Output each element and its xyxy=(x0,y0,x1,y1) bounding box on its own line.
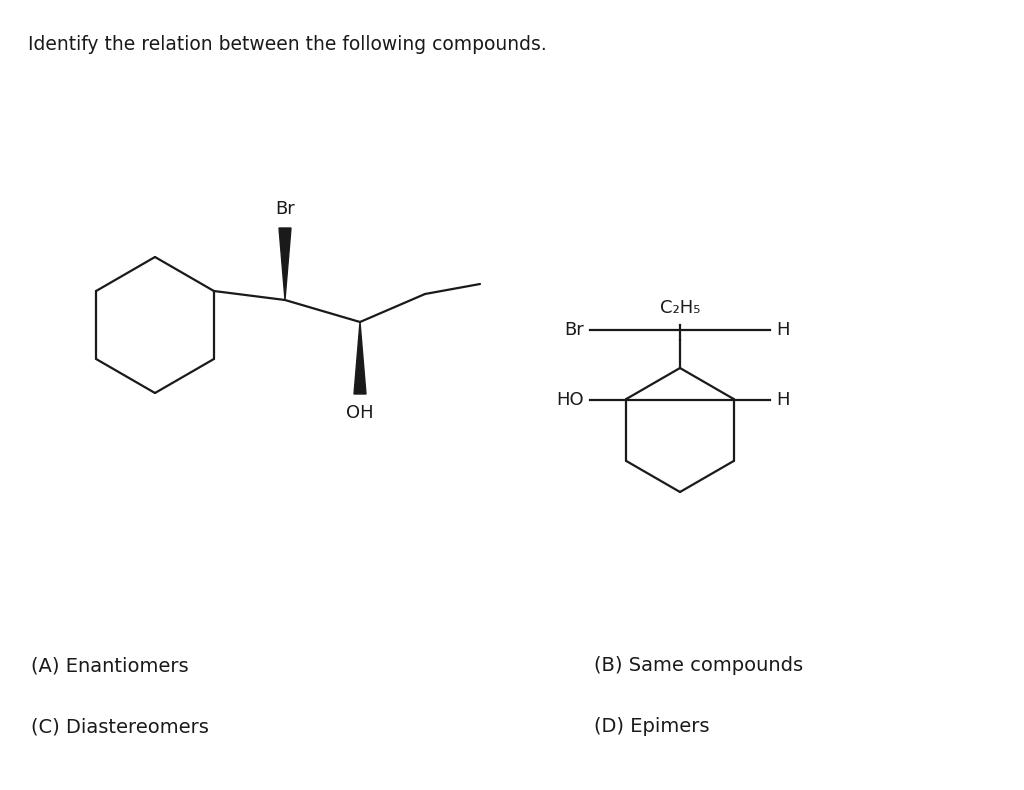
Polygon shape xyxy=(279,228,291,300)
Text: Br: Br xyxy=(564,321,584,339)
Text: (B) Same compounds: (B) Same compounds xyxy=(594,656,803,675)
Text: (A) Enantiomers: (A) Enantiomers xyxy=(31,656,188,675)
Text: H: H xyxy=(776,321,790,339)
Text: Identify the relation between the following compounds.: Identify the relation between the follow… xyxy=(28,35,547,54)
Text: HO: HO xyxy=(556,391,584,409)
Text: C₂H₅: C₂H₅ xyxy=(659,299,700,317)
Text: OH: OH xyxy=(346,404,374,422)
Text: Br: Br xyxy=(275,200,295,218)
Text: (D) Epimers: (D) Epimers xyxy=(594,717,710,736)
Text: H: H xyxy=(776,391,790,409)
Polygon shape xyxy=(354,322,366,394)
Text: (C) Diastereomers: (C) Diastereomers xyxy=(31,717,209,736)
